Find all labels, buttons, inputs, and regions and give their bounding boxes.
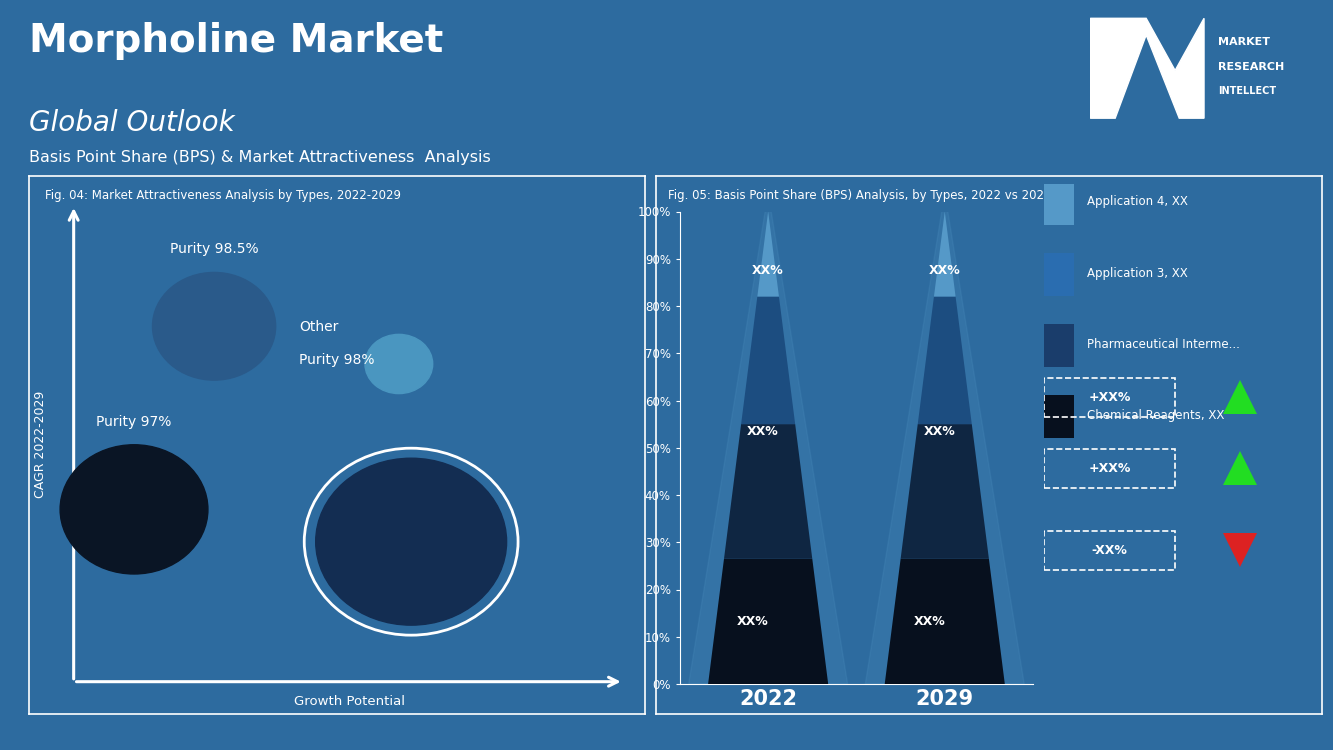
Text: Purity 98.5%: Purity 98.5%	[169, 242, 259, 256]
Text: Chemical Reagents, XX: Chemical Reagents, XX	[1088, 409, 1225, 422]
Circle shape	[365, 334, 433, 394]
Text: MARKET: MARKET	[1218, 38, 1270, 47]
Polygon shape	[689, 193, 848, 684]
Text: Growth Potential: Growth Potential	[295, 694, 405, 707]
Bar	[1044, 395, 1074, 438]
Text: RESEARCH: RESEARCH	[1218, 62, 1285, 71]
Text: Purity 97%: Purity 97%	[96, 415, 172, 428]
Polygon shape	[708, 559, 828, 684]
Text: Application 3, XX: Application 3, XX	[1088, 266, 1188, 280]
Bar	[1044, 253, 1074, 296]
Polygon shape	[757, 211, 778, 296]
Text: Other: Other	[299, 320, 339, 334]
Circle shape	[152, 272, 276, 380]
Text: Global Outlook: Global Outlook	[29, 109, 235, 136]
Text: Fig. 04: Market Attractiveness Analysis by Types, 2022-2029: Fig. 04: Market Attractiveness Analysis …	[45, 189, 401, 202]
Text: -XX%: -XX%	[1092, 544, 1128, 556]
Bar	[1044, 324, 1074, 367]
Text: INTELLECT: INTELLECT	[1218, 86, 1277, 96]
Polygon shape	[885, 559, 1005, 684]
Polygon shape	[917, 296, 972, 424]
Text: Morpholine Market: Morpholine Market	[29, 22, 444, 61]
Text: Application 4, XX: Application 4, XX	[1088, 195, 1188, 208]
Text: XX%: XX%	[924, 424, 956, 438]
Bar	[1044, 182, 1074, 225]
Polygon shape	[741, 296, 796, 424]
Text: +XX%: +XX%	[1088, 462, 1130, 475]
Polygon shape	[901, 424, 989, 559]
Text: XX%: XX%	[914, 615, 945, 628]
Text: XX%: XX%	[752, 264, 784, 277]
Polygon shape	[934, 211, 956, 296]
Text: Fig. 05: Basis Point Share (BPS) Analysis, by Types, 2022 vs 2029: Fig. 05: Basis Point Share (BPS) Analysi…	[668, 189, 1052, 202]
Circle shape	[316, 458, 507, 626]
Text: XX%: XX%	[737, 615, 769, 628]
Text: XX%: XX%	[748, 424, 778, 438]
Circle shape	[60, 445, 208, 574]
Text: +XX%: +XX%	[1088, 391, 1130, 404]
Text: CAGR 2022-2029: CAGR 2022-2029	[33, 392, 47, 499]
Polygon shape	[865, 193, 1024, 684]
Text: Pharmaceutical Interme...: Pharmaceutical Interme...	[1088, 338, 1240, 351]
Polygon shape	[1090, 18, 1204, 118]
Text: XX%: XX%	[929, 264, 960, 277]
Text: Purity 98%: Purity 98%	[300, 352, 375, 367]
Polygon shape	[724, 424, 812, 559]
Text: Basis Point Share (BPS) & Market Attractiveness  Analysis: Basis Point Share (BPS) & Market Attract…	[29, 150, 491, 165]
